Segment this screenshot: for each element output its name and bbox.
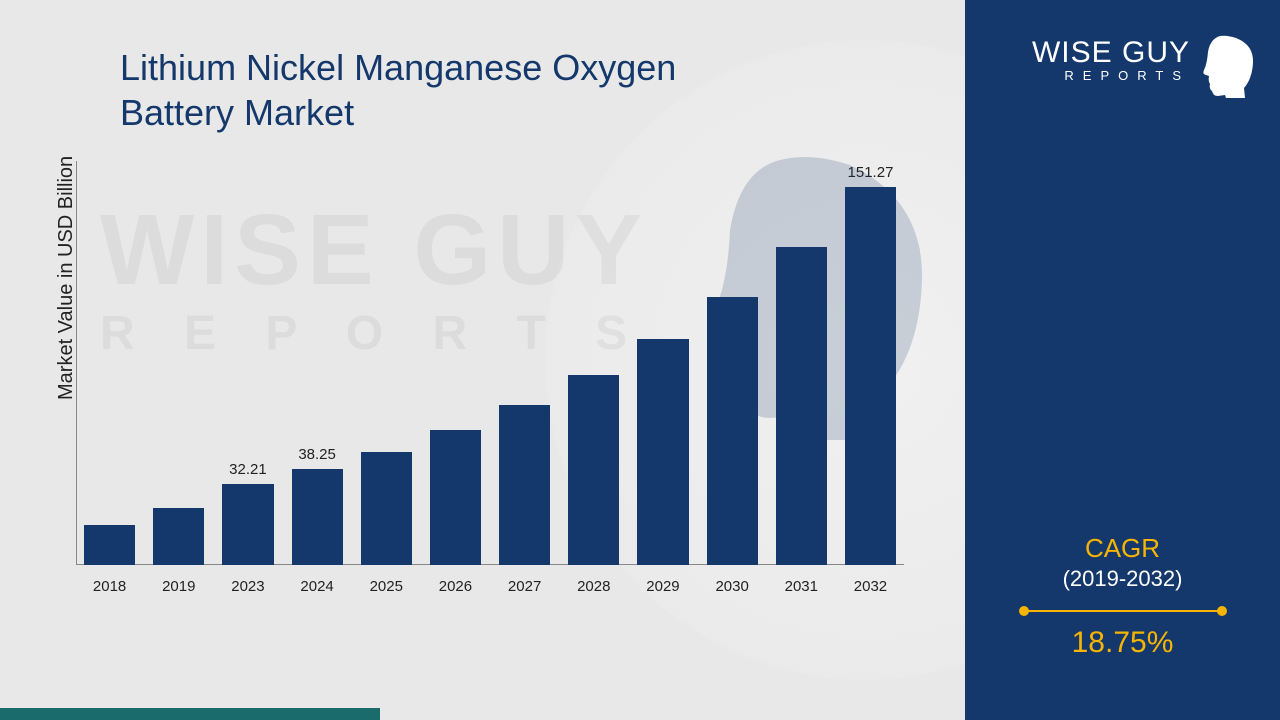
cagr-divider [1023, 610, 1223, 612]
bar-wrap [776, 241, 827, 565]
bar-wrap [707, 291, 758, 565]
x-tick-label: 2024 [292, 578, 343, 595]
brand-logo: WISE GUY REPORTS [1032, 36, 1250, 83]
logo-head-icon [1200, 32, 1258, 98]
cagr-block: CAGR (2019-2032) 18.75% [965, 533, 1280, 660]
bar [776, 247, 827, 565]
x-tick-label: 2031 [776, 578, 827, 595]
bottom-accent-bar [0, 708, 380, 720]
bar [222, 484, 273, 565]
bar [153, 508, 204, 565]
bar [845, 187, 896, 565]
bar [568, 375, 619, 565]
bar-wrap [568, 369, 619, 565]
bar [707, 297, 758, 565]
bar-wrap [153, 502, 204, 565]
bar-wrap: 38.25 [292, 446, 343, 565]
cagr-value: 18.75% [965, 626, 1280, 660]
bar-chart: 32.21 38.25 151.27 2018 2019 2023 2024 2025 202… [80, 165, 900, 595]
x-tick-label: 2018 [84, 578, 135, 595]
bar-wrap [361, 446, 412, 566]
x-tick-label: 2026 [430, 578, 481, 595]
page-title: Lithium Nickel Manganese Oxygen Battery … [120, 45, 770, 135]
cagr-label: CAGR [965, 533, 1280, 564]
bar [430, 430, 481, 565]
logo-name: WISE GUY [1032, 36, 1190, 70]
x-tick-label: 2029 [637, 578, 688, 595]
bar [361, 452, 412, 566]
x-tick-label: 2030 [707, 578, 758, 595]
bar [499, 405, 550, 565]
main-area: WISE GUY R E P O R T S Lithium Nickel Ma… [0, 0, 965, 720]
sidebar-panel: WISE GUY REPORTS CAGR (2019-2032) 18.75% [965, 0, 1280, 720]
x-tick-label: 2019 [153, 578, 204, 595]
bar-wrap [84, 519, 135, 565]
bar-wrap [430, 424, 481, 565]
bar-wrap [637, 333, 688, 565]
y-axis-label: Market Value in USD Billion [55, 156, 78, 400]
x-tick-label: 2032 [845, 578, 896, 595]
x-labels-container: 2018 2019 2023 2024 2025 2026 2027 2028 2029 2030… [80, 578, 900, 595]
bar-value-label: 32.21 [229, 461, 267, 478]
bar-wrap [499, 399, 550, 565]
bar [637, 339, 688, 565]
x-tick-label: 2025 [361, 578, 412, 595]
y-axis-line [76, 161, 77, 565]
cagr-period: (2019-2032) [965, 566, 1280, 592]
x-tick-label: 2028 [568, 578, 619, 595]
bar [292, 469, 343, 565]
bar-wrap: 32.21 [222, 461, 273, 565]
x-tick-label: 2023 [222, 578, 273, 595]
bar-wrap: 151.27 [845, 164, 896, 565]
bar-value-label: 38.25 [298, 446, 336, 463]
bar [84, 525, 135, 565]
logo-subtitle: REPORTS [1032, 68, 1190, 83]
bars-container: 32.21 38.25 151.27 [80, 165, 900, 565]
x-tick-label: 2027 [499, 578, 550, 595]
bar-value-label: 151.27 [848, 164, 894, 181]
